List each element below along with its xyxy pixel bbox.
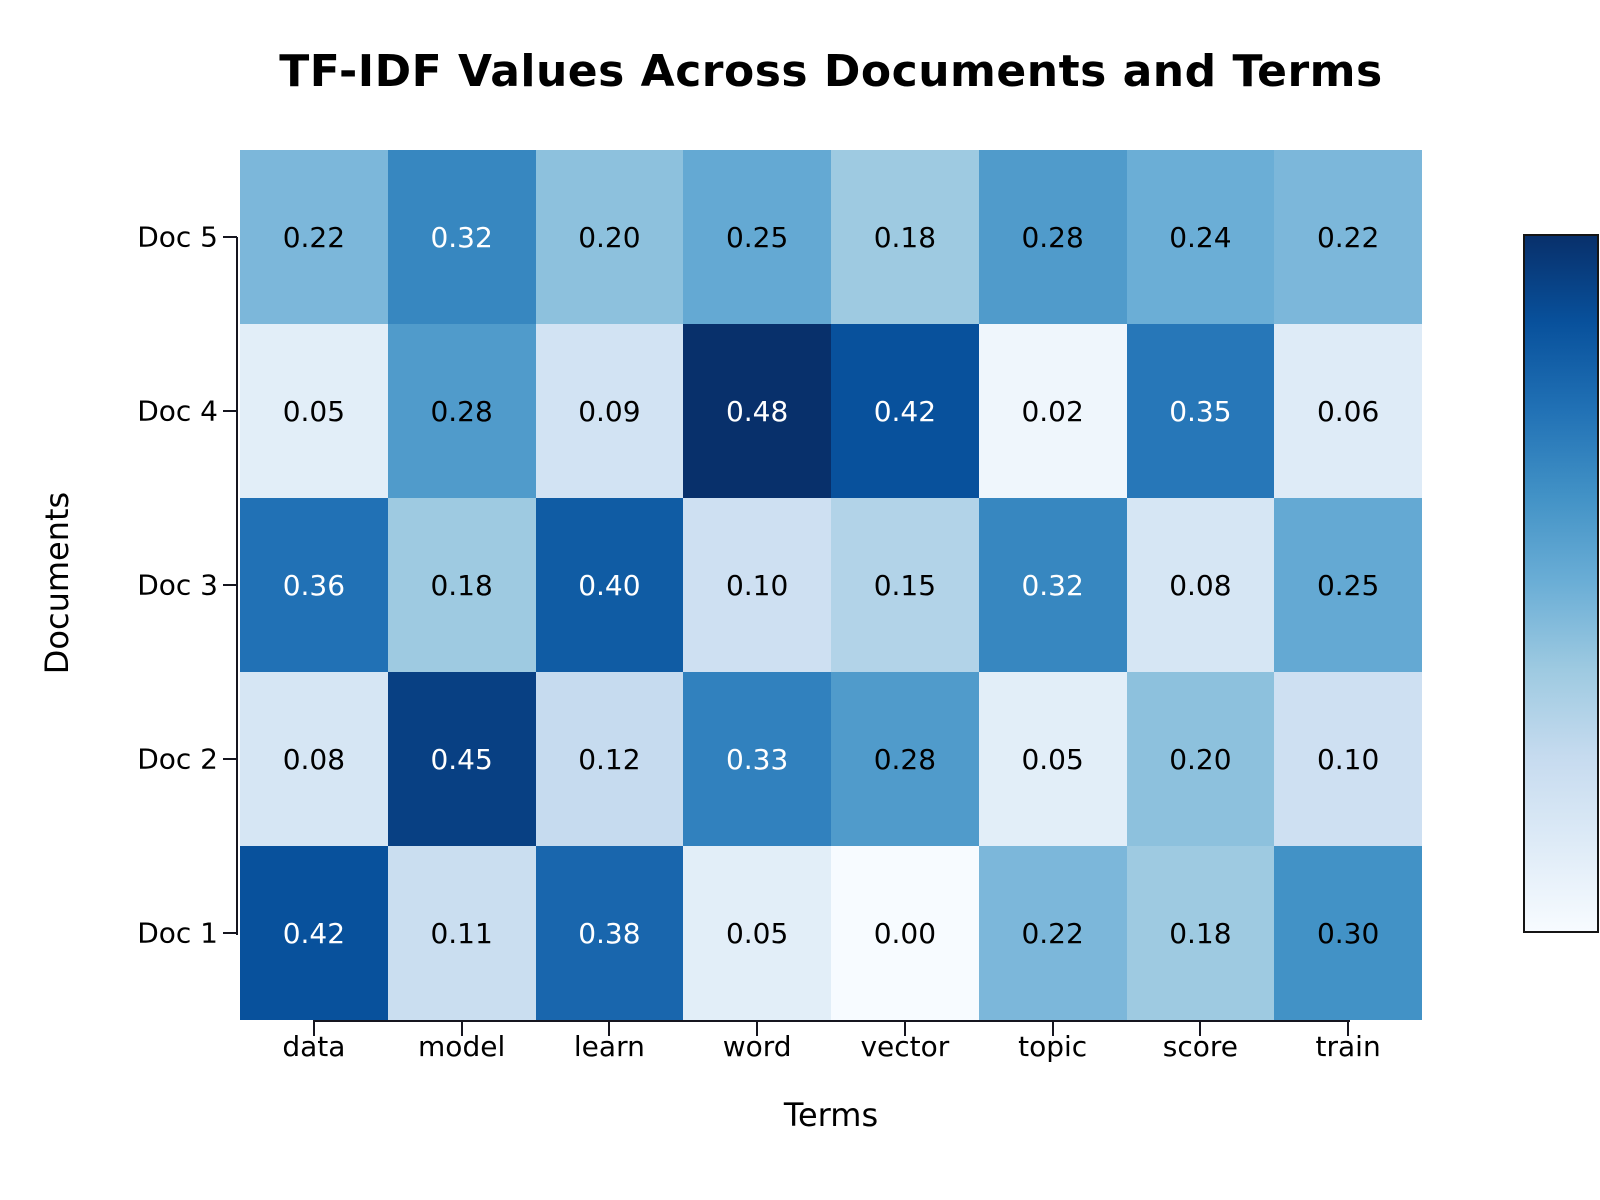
heatmap-cell: 0.32 — [387, 150, 536, 324]
x-tick-mark — [312, 1022, 315, 1036]
y-axis-spine — [236, 237, 238, 935]
heatmap-cell: 0.48 — [683, 324, 831, 498]
y-axis-label: Documents — [38, 491, 76, 675]
heatmap-cell: 0.08 — [1126, 498, 1275, 672]
heatmap-cell: 0.22 — [978, 846, 1127, 1020]
x-tick-label: learn — [573, 1030, 645, 1063]
heatmap-cell: 0.28 — [978, 150, 1127, 324]
y-tick-mark — [223, 236, 237, 238]
x-tick-mark — [608, 1022, 611, 1036]
x-tick-label: word — [722, 1030, 792, 1063]
x-tick-label: score — [1162, 1030, 1238, 1063]
heatmap-cell: 0.33 — [683, 672, 831, 846]
heatmap-cell: 0.05 — [683, 846, 831, 1020]
x-axis-label: Terms — [783, 1096, 879, 1134]
heatmap-cell: 0.28 — [387, 324, 536, 498]
heatmap-cell: 0.10 — [1274, 672, 1422, 846]
x-tick-mark — [903, 1022, 906, 1036]
heatmap-cell: 0.24 — [1126, 150, 1275, 324]
x-tick-mark — [1347, 1022, 1350, 1036]
x-tick-mark — [756, 1022, 759, 1036]
heatmap-cell: 0.32 — [978, 498, 1127, 672]
heatmap-cell: 0.30 — [1274, 846, 1422, 1020]
heatmap-cell: 0.11 — [387, 846, 536, 1020]
x-tick-label: model — [418, 1030, 506, 1063]
heatmap-cell: 0.18 — [1126, 846, 1275, 1020]
heatmap-cell: 0.05 — [978, 672, 1127, 846]
x-axis-spine — [313, 1020, 1350, 1022]
x-tick-mark — [1051, 1022, 1054, 1036]
heatmap-cell: 0.42 — [240, 846, 388, 1020]
y-tick-mark — [223, 758, 237, 760]
heatmap-cell: 0.18 — [831, 150, 979, 324]
heatmap-cell: 0.20 — [535, 150, 684, 324]
heatmap-cell: 0.38 — [535, 846, 684, 1020]
y-tick-label: Doc 3 — [137, 568, 218, 602]
heatmap-cell: 0.05 — [240, 324, 388, 498]
heatmap-cell: 0.42 — [831, 324, 979, 498]
heatmap-cell: 0.35 — [1126, 324, 1275, 498]
y-tick-label: Doc 4 — [137, 394, 218, 428]
heatmap-cell: 0.22 — [240, 150, 388, 324]
heatmap-cell: 0.25 — [683, 150, 831, 324]
heatmap-cell: 0.28 — [831, 672, 979, 846]
heatmap-cell: 0.10 — [683, 498, 831, 672]
heatmap-grid: 0.22 0.32 0.20 0.25 0.18 0.28 0.24 0.22 0.05 0.28… — [240, 150, 1422, 1020]
heatmap-cell: 0.36 — [240, 498, 388, 672]
heatmap-cell: 0.40 — [535, 498, 684, 672]
y-tick-label: Doc 1 — [137, 916, 218, 950]
x-tick-mark — [1199, 1022, 1202, 1036]
heatmap-cell: 0.02 — [978, 324, 1127, 498]
y-tick-mark — [223, 410, 237, 412]
x-tick-mark — [460, 1022, 463, 1036]
heatmap-cell: 0.18 — [387, 498, 536, 672]
heatmap-cell: 0.45 — [387, 672, 536, 846]
y-tick-mark — [223, 932, 237, 934]
y-tick-label: Doc 2 — [137, 742, 218, 776]
heatmap-cell: 0.15 — [831, 498, 979, 672]
x-tick-label: topic — [1018, 1030, 1088, 1063]
y-tick-label: Doc 5 — [137, 220, 218, 254]
heatmap-cell: 0.08 — [240, 672, 388, 846]
heatmap-cell: 0.09 — [535, 324, 684, 498]
heatmap-cell: 0.12 — [535, 672, 684, 846]
x-tick-label: vector — [860, 1030, 950, 1063]
x-tick-label: data — [282, 1030, 346, 1063]
heatmap-cell: 0.06 — [1274, 324, 1422, 498]
heatmap-cell: 0.20 — [1126, 672, 1275, 846]
heatmap-cell: 0.22 — [1274, 150, 1422, 324]
y-tick-mark — [223, 584, 237, 586]
heatmap-cell: 0.25 — [1274, 498, 1422, 672]
colorbar — [1523, 234, 1599, 933]
x-tick-label: train — [1315, 1030, 1381, 1063]
chart-title: TF-IDF Values Across Documents and Terms — [279, 46, 1383, 97]
heatmap-cell: 0.00 — [831, 846, 979, 1020]
